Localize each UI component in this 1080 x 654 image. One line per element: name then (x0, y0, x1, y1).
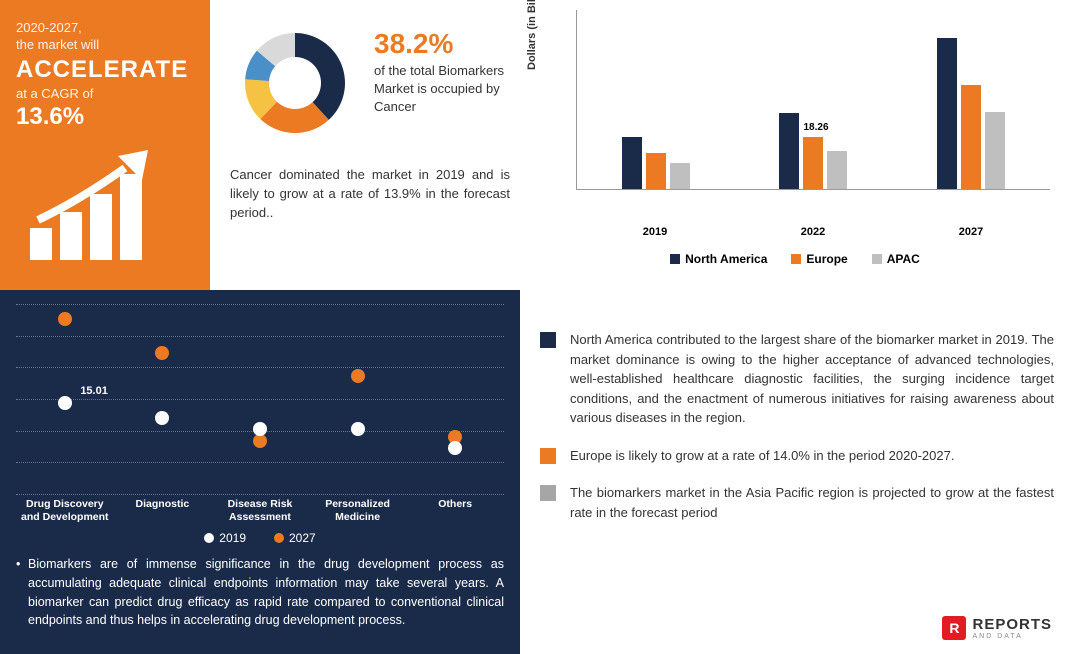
scatter-chart: 15.01 (16, 304, 504, 494)
donut-bottom-text: Cancer dominated the market in 2019 and … (230, 166, 510, 223)
scatter-bottom-text: Biomarkers are of immense significance i… (16, 555, 504, 630)
donut-panel: 38.2% of the total Biomarkers Market is … (210, 0, 520, 290)
bar-legend: North AmericaEuropeAPAC (540, 252, 1050, 266)
cagr-panel: 2020-2027, the market will ACCELERATE at… (0, 0, 210, 290)
logo-icon: R (942, 616, 966, 640)
region-list: North America contributed to the largest… (540, 330, 1054, 540)
bar-x-axis: 201920222027 (576, 226, 1050, 238)
donut-chart (230, 18, 360, 148)
logo: R REPORTS AND DATA (942, 616, 1052, 640)
bar-ylabel: Dollars (in Billion) (526, 0, 538, 70)
donut-pct: 38.2% (374, 28, 510, 60)
accelerate: ACCELERATE (16, 56, 194, 84)
subhead: the market will (16, 37, 194, 52)
donut-desc: of the total Biomarkers Market is occupi… (374, 62, 510, 117)
bar-chart-panel: Dollars (in Billion) 18.26 201920222027 … (520, 0, 1080, 290)
logo-text: REPORTS (972, 616, 1052, 633)
scatter-panel: 15.01 Drug Discovery and DevelopmentDiag… (0, 290, 520, 654)
scatter-x-axis: Drug Discovery and DevelopmentDiagnostic… (16, 498, 504, 523)
cagr-label: at a CAGR of (16, 86, 194, 101)
bar-groups: 18.26 (576, 10, 1050, 190)
period: 2020-2027, (16, 20, 194, 35)
cagr-value: 13.6% (16, 103, 194, 131)
logo-sub: AND DATA (972, 633, 1052, 640)
scatter-legend: 20192027 (16, 531, 504, 545)
growth-arrow-icon (30, 150, 170, 260)
